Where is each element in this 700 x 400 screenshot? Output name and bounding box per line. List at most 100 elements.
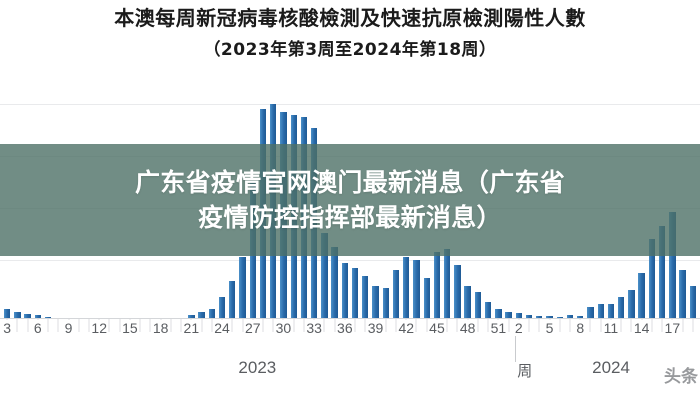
bar bbox=[24, 314, 31, 318]
bar bbox=[648, 238, 656, 318]
tick-slot bbox=[555, 319, 565, 333]
tick-mark bbox=[303, 319, 305, 332]
bar-slot bbox=[401, 96, 411, 318]
bar bbox=[618, 296, 625, 318]
tick-slot bbox=[585, 319, 595, 333]
bar bbox=[433, 251, 441, 318]
tick-slot bbox=[503, 319, 513, 333]
bar-slot bbox=[186, 96, 196, 318]
tick-label: 24 bbox=[213, 320, 231, 336]
tick-mark bbox=[415, 319, 417, 332]
bar bbox=[341, 262, 349, 318]
bar bbox=[536, 315, 543, 318]
bar bbox=[658, 225, 666, 318]
bar bbox=[423, 278, 430, 318]
bar-slot bbox=[626, 96, 636, 318]
tick-slot bbox=[268, 319, 278, 333]
overlay-headline-line2: 疫情防控指挥部最新消息） bbox=[198, 203, 502, 232]
tick-slot bbox=[115, 319, 125, 333]
bar bbox=[392, 270, 400, 318]
tick-label-slot: 24 bbox=[213, 318, 231, 340]
tick-mark bbox=[682, 319, 684, 332]
bar-slot bbox=[12, 96, 22, 318]
tick-slot bbox=[84, 319, 94, 333]
tick-mark bbox=[364, 319, 366, 332]
tick-label-slot: 8 bbox=[575, 318, 586, 340]
tick-mark bbox=[149, 319, 151, 332]
tick-mark bbox=[16, 319, 18, 332]
tick-slot bbox=[166, 319, 176, 333]
bar-slot bbox=[319, 96, 329, 318]
bar bbox=[689, 286, 696, 318]
tick-slot bbox=[330, 319, 340, 333]
tick-label-slot bbox=[350, 318, 360, 340]
tick-slot bbox=[43, 319, 53, 333]
tick-slot bbox=[422, 319, 432, 333]
tick-label-slot bbox=[565, 318, 575, 340]
tick-mark bbox=[201, 319, 203, 332]
tick-slot bbox=[135, 319, 145, 333]
tick-slot bbox=[473, 319, 483, 333]
tick-label-slot bbox=[585, 318, 595, 340]
bar-slot bbox=[544, 96, 554, 318]
overlay-headline-line1: 广东省疫情官网澳门最新消息（广东省 bbox=[134, 167, 566, 197]
bar bbox=[679, 270, 686, 318]
bar bbox=[638, 273, 645, 318]
tick-label: 11 bbox=[602, 320, 620, 336]
bar-slot bbox=[2, 96, 12, 318]
tick-label: 8 bbox=[575, 320, 586, 336]
tick-mark bbox=[262, 319, 264, 332]
tick-mark bbox=[180, 319, 182, 332]
year-label-2024: 2024 bbox=[592, 358, 630, 377]
bar bbox=[464, 286, 471, 318]
bar bbox=[515, 313, 522, 318]
bar-slot bbox=[555, 96, 565, 318]
tick-mark bbox=[334, 319, 336, 332]
bar bbox=[229, 281, 236, 318]
tick-label: 45 bbox=[428, 320, 446, 336]
bar-slot bbox=[370, 96, 380, 318]
tick-slot bbox=[677, 319, 687, 333]
tick-slot bbox=[647, 319, 657, 333]
tick-mark bbox=[456, 319, 458, 332]
bar-slot bbox=[565, 96, 575, 318]
tick-slot bbox=[391, 319, 401, 333]
tick-mark bbox=[692, 319, 694, 332]
bar bbox=[362, 275, 369, 318]
bar-slot bbox=[422, 96, 432, 318]
tick-label-slot: 6 bbox=[32, 318, 43, 340]
bar bbox=[566, 314, 574, 318]
tick-label-slot bbox=[74, 318, 84, 340]
bar-slot bbox=[514, 96, 524, 318]
tick-mark bbox=[426, 319, 428, 332]
tick-label-slot bbox=[524, 318, 534, 340]
tick-slot bbox=[207, 319, 217, 333]
bar bbox=[403, 257, 410, 318]
tick-slot bbox=[411, 319, 421, 333]
x-axis-tick-labels: 3 6 9 12 15 18 21 24 27 30 33 36 39 42 45 48 51 2 5 8 11 14 17 bbox=[0, 318, 700, 340]
chart-subtitle: （2023年第3周至2024年第18周） bbox=[203, 40, 497, 60]
tick-slot bbox=[452, 319, 462, 333]
tick-label-slot: 14 bbox=[632, 318, 651, 340]
tick-label-slot bbox=[43, 318, 53, 340]
bar-slot bbox=[616, 96, 626, 318]
bar-slot bbox=[596, 96, 606, 318]
bar-slot bbox=[534, 96, 544, 318]
bar-slot bbox=[575, 96, 585, 318]
bar bbox=[188, 314, 195, 318]
bar bbox=[351, 267, 359, 318]
bar bbox=[444, 249, 451, 318]
tick-mark bbox=[620, 319, 622, 332]
tick-label-slot: 11 bbox=[602, 318, 620, 340]
bar bbox=[331, 246, 338, 318]
year-separator bbox=[514, 332, 516, 362]
tick-label-slot: 9 bbox=[63, 318, 74, 340]
tick-mark bbox=[108, 319, 110, 332]
tick-slot bbox=[596, 319, 606, 333]
tick-label-slot: 39 bbox=[366, 318, 385, 340]
bar-slot bbox=[452, 96, 462, 318]
bar-slot bbox=[483, 96, 493, 318]
bar bbox=[413, 259, 420, 318]
tick-label: 9 bbox=[63, 320, 74, 336]
tick-label: 51 bbox=[489, 320, 508, 336]
